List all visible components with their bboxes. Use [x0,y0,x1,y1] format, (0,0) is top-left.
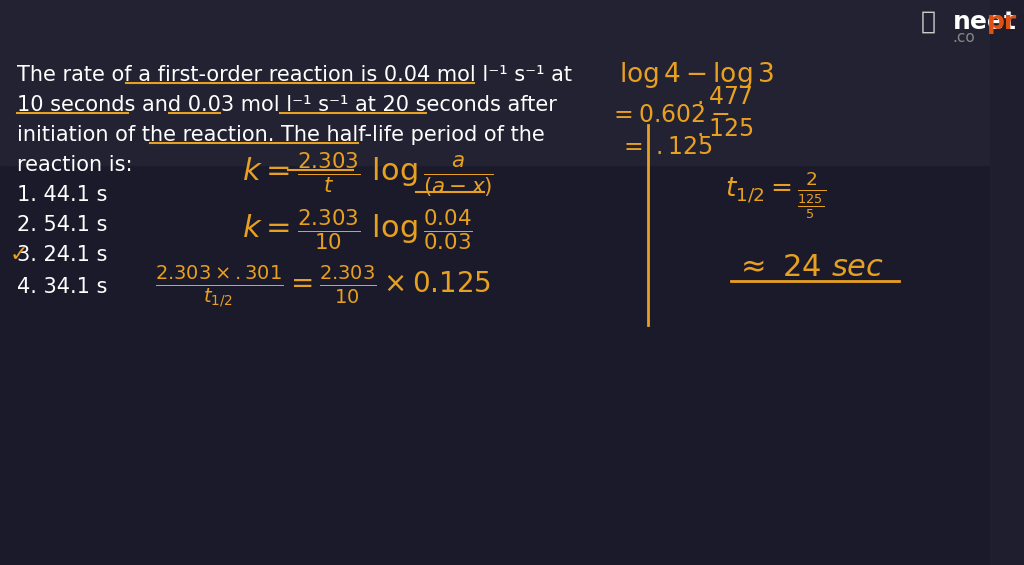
Text: $k = \frac{2.303}{10}\ \log\frac{0.04}{0.03}$: $k = \frac{2.303}{10}\ \log\frac{0.04}{0… [242,207,473,253]
Text: .co: .co [952,29,976,45]
Text: 4. 34.1 s: 4. 34.1 s [17,277,108,297]
Text: 10 seconds and 0.03 mol l⁻¹ s⁻¹ at 20 seconds after: 10 seconds and 0.03 mol l⁻¹ s⁻¹ at 20 se… [17,95,557,115]
Bar [0,0,990,165]
Text: $=\ .125$: $=\ .125$ [618,136,713,159]
Text: $\frac{2.303 \times .301}{t_{1/2}} = \frac{2.303}{10} \times 0.125$: $\frac{2.303 \times .301}{t_{1/2}} = \fr… [155,264,490,310]
Text: $k = \frac{2.303}{t}\ \log\frac{a}{(a-x)}$: $k = \frac{2.303}{t}\ \log\frac{a}{(a-x)… [242,150,494,199]
Text: pr: pr [986,10,1017,34]
Text: The rate of a first-order reaction is 0.04 mol l⁻¹ s⁻¹ at: The rate of a first-order reaction is 0.… [17,65,572,85]
Text: $= 0.602 -$: $= 0.602 -$ [609,103,730,127]
Text: initiation of the reaction. The half-life period of the: initiation of the reaction. The half-lif… [17,125,545,145]
Text: $t_{1/2} = \frac{2}{\frac{125}{5}}$: $t_{1/2} = \frac{2}{\frac{125}{5}}$ [725,169,826,221]
Text: $\log 4 - \log 3$: $\log 4 - \log 3$ [618,60,774,90]
Text: 3. 24.1 s: 3. 24.1 s [17,245,108,265]
Text: $.125$: $.125$ [696,119,754,141]
Text: ✓: ✓ [9,245,29,265]
Text: 🩺: 🩺 [921,10,936,34]
Text: 2. 54.1 s: 2. 54.1 s [17,215,108,235]
Text: 1. 44.1 s: 1. 44.1 s [17,185,108,205]
Text: $.477$: $.477$ [696,85,753,108]
Text: reaction is:: reaction is: [17,155,133,175]
Text: neet: neet [952,10,1017,34]
Text: $\approx\ 24\ sec$: $\approx\ 24\ sec$ [735,251,884,282]
